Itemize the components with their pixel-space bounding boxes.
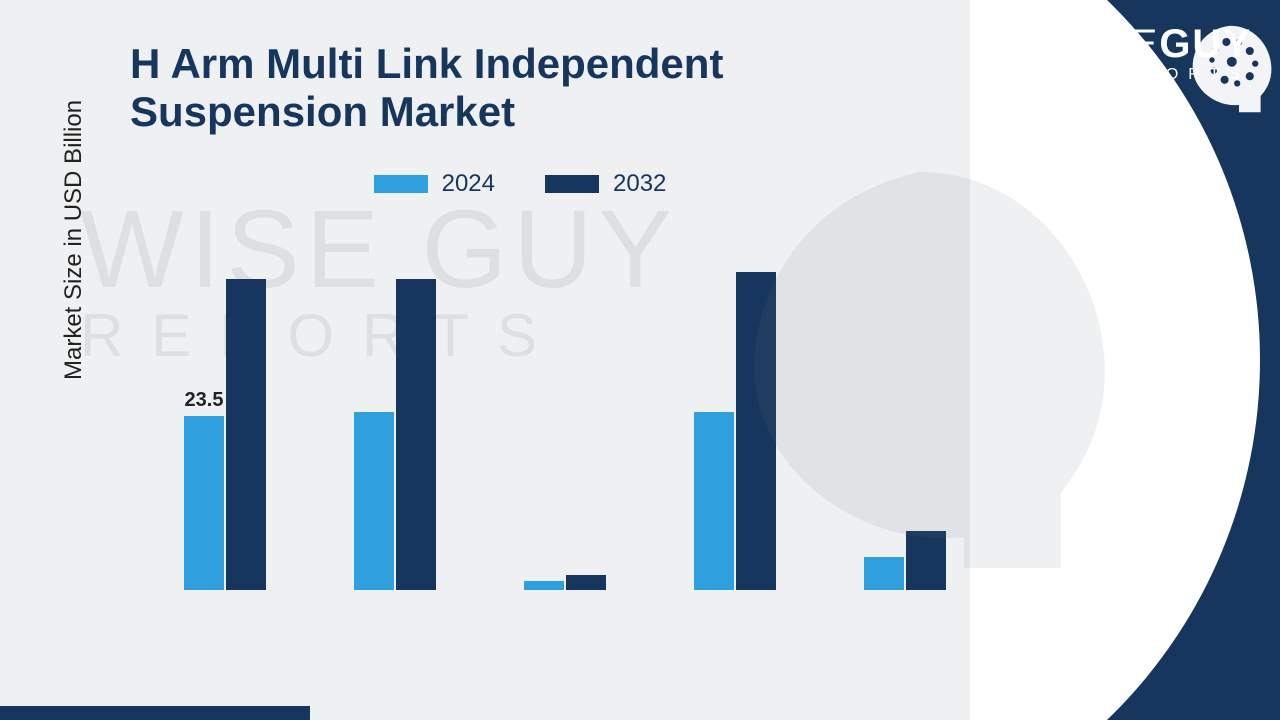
- content-area: H Arm Multi Link Independent Suspension …: [0, 0, 970, 720]
- bar-2032: [226, 279, 266, 590]
- bar-value-label: 23.5: [185, 389, 224, 412]
- bar-2024: [524, 581, 564, 590]
- bottom-accent-bar: [0, 706, 310, 720]
- legend-item-2024: 2024: [374, 170, 495, 198]
- brand-main: WISEGUY: [1049, 24, 1252, 64]
- legend-swatch-2024: [374, 175, 428, 193]
- bar-2032: [736, 272, 776, 590]
- bar-2032: [396, 279, 436, 590]
- bar-2024: 23.5: [184, 416, 224, 590]
- bar-2024: [354, 412, 394, 590]
- plot-area: 23.5NORTH AMERICAEUROPESOUTH AMERICAASIA…: [130, 220, 950, 590]
- y-axis-label: Market Size in USD Billion: [60, 100, 88, 380]
- chart-title: H Arm Multi Link Independent Suspension …: [130, 40, 850, 137]
- legend-label-2032: 2032: [613, 170, 666, 198]
- bar-2032: [566, 575, 606, 590]
- brand-sub: REPORTS: [1049, 66, 1250, 84]
- brand-word-1: WISE: [1049, 22, 1159, 66]
- legend-label-2024: 2024: [442, 170, 495, 198]
- bar-2024: [864, 557, 904, 590]
- bar-2024: [694, 412, 734, 590]
- chart-area: Market Size in USD Billion 2024 2032 23.…: [70, 170, 970, 690]
- chart-canvas: WISEGUY REPORTS H Arm Multi Link Indepen…: [0, 0, 1280, 720]
- legend-swatch-2032: [545, 175, 599, 193]
- brand-logo: WISEGUY REPORTS: [1049, 24, 1252, 84]
- bar-2032: [906, 531, 946, 590]
- legend-item-2032: 2032: [545, 170, 666, 198]
- legend: 2024 2032: [70, 170, 970, 198]
- brand-word-2: GUY: [1159, 22, 1252, 66]
